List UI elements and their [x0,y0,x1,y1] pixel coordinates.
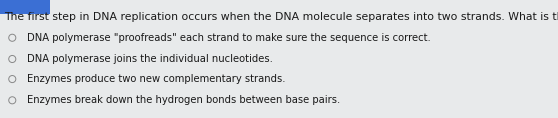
Text: Enzymes produce two new complementary strands.: Enzymes produce two new complementary st… [27,74,285,84]
Text: The first step in DNA replication occurs when the DNA molecule separates into tw: The first step in DNA replication occurs… [4,12,558,22]
Bar [0,0,50,14]
Text: Enzymes break down the hydrogen bonds between base pairs.: Enzymes break down the hydrogen bonds be… [27,95,340,105]
Text: DNA polymerase "proofreads" each strand to make sure the sequence is correct.: DNA polymerase "proofreads" each strand … [27,33,431,43]
Text: DNA polymerase joins the individual nucleotides.: DNA polymerase joins the individual nucl… [27,54,273,64]
